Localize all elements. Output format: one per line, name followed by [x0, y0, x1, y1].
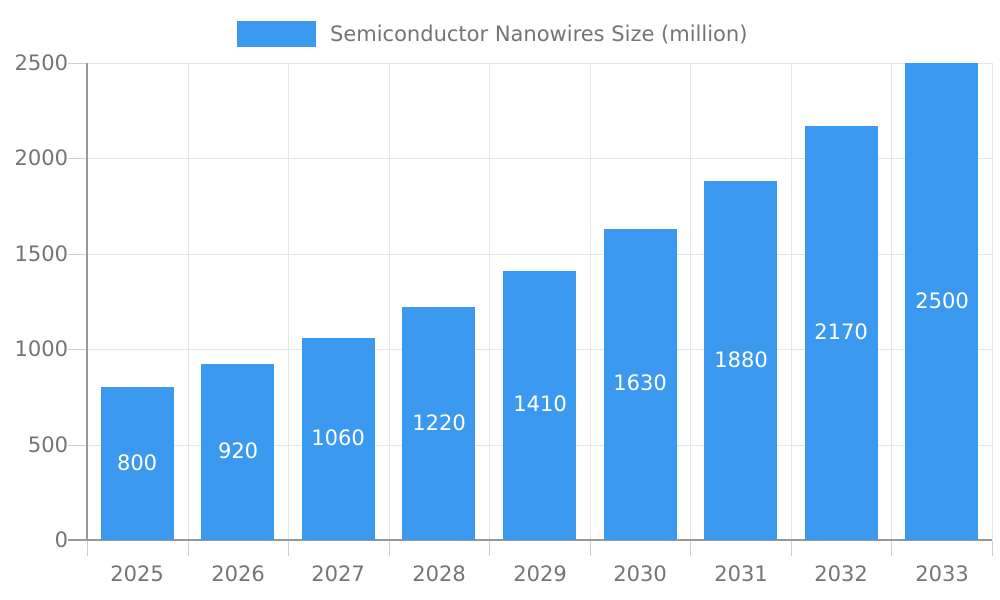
- x-axis-category-label: 2027: [311, 562, 365, 586]
- bar-value-label: 2500: [915, 289, 969, 313]
- x-axis-tick: [489, 541, 490, 556]
- legend-swatch-icon[interactable]: [237, 21, 316, 47]
- y-axis-tick: [68, 254, 87, 255]
- x-axis-tick: [690, 541, 691, 556]
- x-axis-category-label: 2028: [412, 562, 466, 586]
- x-axis-category-label: 2032: [814, 562, 868, 586]
- bar[interactable]: [101, 387, 174, 540]
- x-axis-category-label: 2025: [110, 562, 164, 586]
- x-gridline: [489, 63, 490, 540]
- y-axis-line: [86, 63, 88, 540]
- bar-value-label: 1220: [412, 411, 466, 435]
- x-axis-category-label: 2026: [211, 562, 265, 586]
- y-axis-tick-label: 0: [54, 528, 68, 552]
- bar-value-label: 1060: [311, 426, 365, 450]
- y-axis-tick-label: 500: [27, 433, 68, 457]
- x-axis-category-label: 2030: [613, 562, 667, 586]
- x-axis-tick: [288, 541, 289, 556]
- y-axis-tick: [68, 349, 87, 350]
- y-axis-tick: [68, 445, 87, 446]
- x-gridline: [590, 63, 591, 540]
- bar[interactable]: [503, 271, 576, 540]
- bar-value-label: 800: [116, 451, 158, 475]
- bar-value-label: 2170: [814, 320, 868, 344]
- y-axis-tick: [68, 63, 87, 64]
- bar-value-label: 1630: [613, 371, 667, 395]
- x-gridline: [389, 63, 390, 540]
- x-gridline: [791, 63, 792, 540]
- y-gridline: [87, 158, 992, 159]
- y-gridline: [87, 63, 992, 64]
- y-axis-tick-label: 2500: [14, 51, 68, 75]
- x-gridline: [690, 63, 691, 540]
- x-axis-tick: [590, 541, 591, 556]
- bar[interactable]: [805, 126, 878, 540]
- y-gridline: [87, 254, 992, 255]
- bar-value-label: 920: [217, 439, 259, 463]
- bar[interactable]: [201, 364, 274, 540]
- bar[interactable]: [704, 181, 777, 540]
- bar[interactable]: [905, 63, 978, 540]
- x-axis-baseline: [68, 539, 992, 541]
- y-axis-tick: [68, 158, 87, 159]
- x-gridline: [992, 63, 993, 540]
- bar-value-label: 1880: [714, 348, 768, 372]
- x-axis-tick: [891, 541, 892, 556]
- y-axis-tick-label: 1000: [14, 337, 68, 361]
- bar[interactable]: [604, 229, 677, 540]
- bar[interactable]: [402, 307, 475, 540]
- x-gridline: [188, 63, 189, 540]
- bar[interactable]: [302, 338, 375, 540]
- y-axis-tick-label: 1500: [14, 242, 68, 266]
- x-axis-tick: [992, 541, 993, 556]
- x-gridline: [288, 63, 289, 540]
- x-gridline: [891, 63, 892, 540]
- x-axis-tick: [188, 541, 189, 556]
- bar-value-label: 1410: [513, 392, 567, 416]
- x-axis-tick: [389, 541, 390, 556]
- legend-series-label[interactable]: Semiconductor Nanowires Size (million): [330, 22, 748, 46]
- x-axis-category-label: 2033: [915, 562, 969, 586]
- y-axis-tick-label: 2000: [14, 146, 68, 170]
- x-axis-tick: [791, 541, 792, 556]
- x-axis-tick: [87, 541, 88, 556]
- x-axis-category-label: 2031: [714, 562, 768, 586]
- x-axis-category-label: 2029: [513, 562, 567, 586]
